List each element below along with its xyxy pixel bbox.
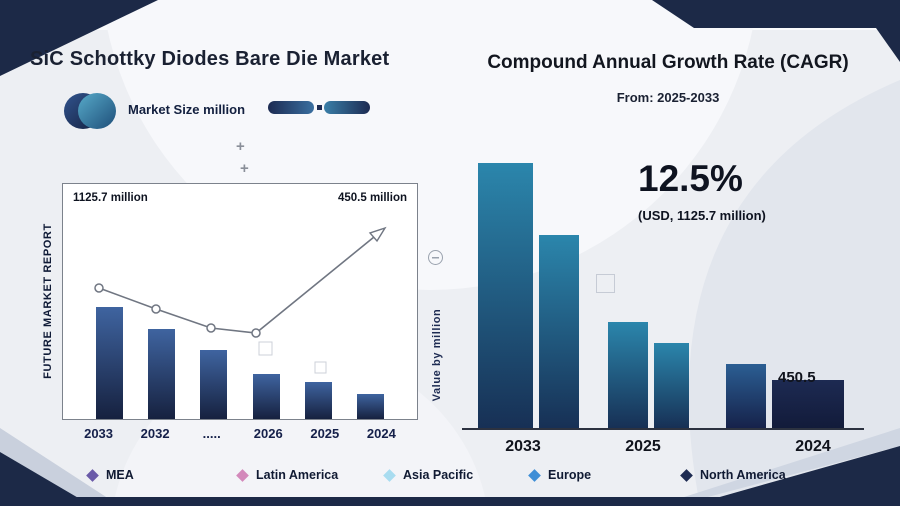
left-bar-2033 — [96, 307, 124, 419]
left-bar-2024 — [356, 394, 384, 419]
plus-decoration-icon: + — [236, 138, 245, 155]
legend-item-mea: MEA — [86, 468, 134, 482]
left-chart-bars — [63, 184, 417, 419]
right-bar-2024-2 — [772, 380, 844, 428]
decor-pill-left — [268, 101, 314, 114]
left-bar-2026 — [252, 374, 280, 419]
cagr-subtitle: From: 2025-2033 — [616, 90, 720, 105]
market-size-legend-label: Market Size million — [128, 102, 246, 117]
left-xlabel-.....: ..... — [202, 426, 221, 441]
legend-label: Europe — [548, 468, 592, 482]
legend-label: Latin America — [256, 468, 339, 482]
left-chart-side-label: FUTURE MARKET REPORT — [42, 223, 54, 379]
right-bar-2033-1 — [478, 163, 533, 428]
left-chart-panel: 1125.7 million 450.5 million — [62, 183, 418, 420]
legend-item-asia-pacific: Asia Pacific — [383, 468, 474, 482]
left-bar-2032 — [148, 329, 176, 419]
right-bar-group-2033 — [478, 163, 579, 428]
right-chart-bars — [462, 158, 864, 430]
legend-item-latin-america: Latin America — [236, 468, 339, 482]
legend-diamond-icon — [236, 468, 249, 482]
footer-legend: MEA Latin America Asia Pacific Europe North … — [0, 466, 900, 490]
cagr-usd-caption: (USD, 1125.7 million) — [638, 208, 766, 223]
legend-item-north-america: North America — [680, 468, 786, 482]
left-xlabel-2026: 2026 — [253, 426, 283, 441]
legend-diamond-icon — [680, 468, 693, 482]
left-xlabel-2025: 2025 — [310, 426, 340, 441]
left-chart-xlabels: 2033 2032..... 2026 2025 2024 — [62, 426, 418, 441]
right-bar-2024-1 — [726, 364, 766, 428]
plus-decoration-icon: + — [240, 160, 249, 177]
market-size-cylinder-icon — [64, 93, 116, 129]
right-bar-group-2024 — [726, 364, 844, 428]
right-xlabel-2025: 2025 — [625, 438, 661, 455]
square-decoration-icon — [596, 274, 615, 293]
left-xlabel-2024: 2024 — [366, 426, 396, 441]
left-chart-annotation-min: 450.5 million — [337, 192, 407, 204]
left-bar-2025 — [304, 382, 332, 419]
decor-pill-right — [324, 101, 370, 114]
right-xlabel-2024: 2024 — [795, 438, 831, 455]
legend-diamond-icon — [528, 468, 541, 482]
cagr-value: 12.5% — [638, 158, 743, 199]
decor-dot — [317, 105, 322, 110]
circle-decoration-icon — [428, 250, 443, 265]
left-bar-..... — [200, 350, 228, 419]
right-chart-annotation: 450.5 — [778, 369, 816, 386]
cagr-title: Compound Annual Growth Rate (CAGR) — [487, 52, 849, 73]
right-chart-value-axis-label: Value by million — [431, 308, 443, 402]
right-xlabel-2033: 2033 — [505, 438, 541, 455]
right-bar-2025-1 — [608, 322, 648, 428]
page-title: SiC Schottky Diodes Bare Die Market — [30, 48, 390, 70]
legend-diamond-icon — [383, 468, 396, 482]
legend-diamond-icon — [86, 468, 99, 482]
right-bar-group-2025 — [608, 322, 689, 428]
right-bar-2025-2 — [654, 343, 689, 428]
legend-label: North America — [700, 468, 786, 482]
left-chart-annotation-max: 1125.7 million — [73, 192, 148, 204]
legend-label: Asia Pacific — [403, 468, 474, 482]
legend-item-europe: Europe — [528, 468, 592, 482]
right-bar-2033-2 — [539, 235, 579, 428]
legend-label: MEA — [106, 468, 134, 482]
left-xlabel-2032: 2032 — [140, 426, 170, 441]
left-xlabel-2033: 2033 — [84, 426, 114, 441]
